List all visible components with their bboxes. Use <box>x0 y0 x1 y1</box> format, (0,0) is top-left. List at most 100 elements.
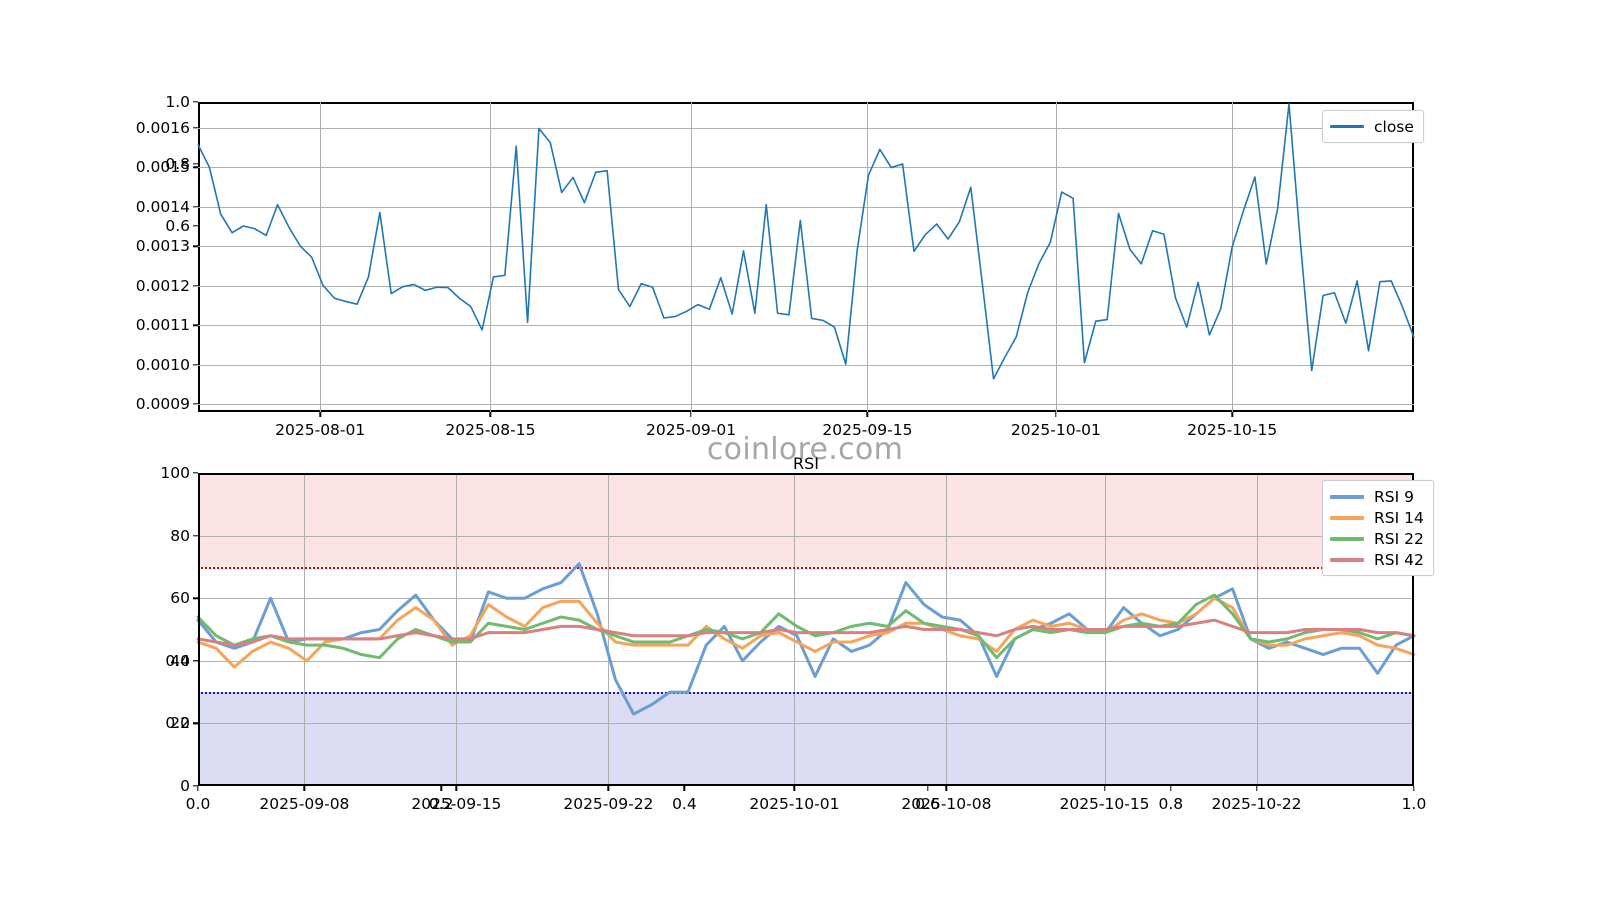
gridline <box>198 723 1414 725</box>
price-x-tick-label: 2025-10-01 <box>1010 421 1101 439</box>
tick-mark <box>193 722 198 725</box>
tick-mark <box>440 786 442 791</box>
price-axis-top <box>198 102 1414 104</box>
price-legend[interactable]: close <box>1322 110 1424 143</box>
tick-mark <box>193 225 198 227</box>
rsi-x-tick-label: 2025-10-22 <box>1211 795 1302 813</box>
legend-item[interactable]: RSI 9 <box>1330 486 1424 507</box>
tick-mark <box>1170 786 1172 791</box>
gridline <box>198 127 1414 129</box>
gridline <box>608 473 610 786</box>
rsi-x-tick-label: 2025-10-15 <box>1059 795 1150 813</box>
price-y-tick-label: 0.0013 <box>135 237 190 256</box>
rsi-secondary-x-tick-label: 0.0 <box>185 795 211 813</box>
tick-mark <box>489 412 492 417</box>
tick-mark <box>193 785 198 787</box>
price-y-tick-label: 0.0010 <box>135 355 190 374</box>
gridline <box>1256 473 1258 786</box>
overbought-threshold-line <box>198 566 1414 569</box>
tick-mark <box>193 403 198 405</box>
gridline <box>320 102 322 412</box>
legend-color-swatch <box>1330 557 1364 562</box>
rsi-x-tick-label: 2025-10-08 <box>901 795 992 813</box>
gridline <box>304 473 306 786</box>
tick-mark <box>1413 786 1415 791</box>
gridline <box>198 404 1414 406</box>
tick-mark <box>193 597 198 599</box>
price-secondary-y-tick-label: 0.8 <box>165 155 190 173</box>
price-secondary-y-tick-label: 0.6 <box>165 217 190 235</box>
rsi-x-tick-label: 2025-10-01 <box>749 795 840 813</box>
price-x-tick-label: 2025-09-15 <box>822 421 913 439</box>
tick-mark <box>193 284 198 287</box>
overbought-zone <box>198 473 1414 567</box>
tick-mark <box>193 166 198 168</box>
tick-mark <box>193 534 198 537</box>
legend-item[interactable]: RSI 42 <box>1330 549 1424 570</box>
legend-label: close <box>1374 117 1414 136</box>
tick-mark <box>193 163 198 165</box>
legend-label: RSI 22 <box>1374 529 1424 548</box>
price-axis-left <box>198 102 200 412</box>
tick-mark <box>690 412 692 417</box>
rsi-legend[interactable]: RSI 9 RSI 14 RSI 22 RSI 42 <box>1322 480 1434 576</box>
gridline <box>1055 102 1057 412</box>
rsi-line-series <box>196 562 1416 716</box>
tick-mark <box>683 786 686 791</box>
legend-item[interactable]: RSI 14 <box>1330 507 1424 528</box>
rsi-y-tick-label: 40 <box>170 651 190 670</box>
oversold-zone <box>198 692 1414 786</box>
gridline <box>198 660 1414 662</box>
gridline <box>490 102 492 412</box>
gridline <box>198 167 1414 169</box>
rsi-secondary-x-tick-label: 0.6 <box>915 795 940 813</box>
price-y-tick-label: 0.0009 <box>135 395 190 414</box>
price-x-tick-label: 2025-09-01 <box>646 421 737 439</box>
legend-item[interactable]: RSI 22 <box>1330 528 1424 549</box>
tick-mark <box>193 660 198 662</box>
gridline <box>691 102 693 412</box>
tick-mark <box>193 324 198 326</box>
price-x-tick-label: 2025-08-01 <box>275 421 366 439</box>
tick-mark <box>455 786 458 791</box>
rsi-line-rsi-42 <box>196 618 1416 647</box>
rsi-y-tick-label: 20 <box>170 714 190 733</box>
price-close-line <box>197 103 1415 380</box>
tick-mark <box>866 412 869 417</box>
legend-label: RSI 14 <box>1374 508 1424 527</box>
tick-mark <box>193 101 198 103</box>
gridline <box>198 285 1414 287</box>
rsi-secondary-x-tick-label: 1.0 <box>1401 795 1427 813</box>
gridline <box>198 325 1414 327</box>
price-y-tick-label: 0.0012 <box>135 276 190 295</box>
tick-mark <box>319 412 321 417</box>
price-y-tick-label: 0.0016 <box>135 118 190 137</box>
legend-item[interactable]: close <box>1330 116 1414 137</box>
tick-mark <box>1103 786 1106 791</box>
rsi-x-tick-label: 2025-09-22 <box>563 795 654 813</box>
rsi-y-tick-label: 100 <box>160 464 190 482</box>
rsi-x-tick-label: 2025-09-08 <box>259 795 350 813</box>
price-axis-bottom <box>198 410 1414 412</box>
legend-color-swatch <box>1330 515 1364 520</box>
tick-mark <box>793 786 796 791</box>
watermark: coinlore.com <box>706 432 904 467</box>
rsi-y-tick-label: 0 <box>180 777 190 795</box>
legend-color-swatch <box>1330 536 1364 541</box>
rsi-secondary-x-tick-label: 0.4 <box>672 795 697 813</box>
tick-mark <box>1231 412 1233 417</box>
gridline <box>198 364 1414 366</box>
price-axis-right <box>1412 102 1414 412</box>
rsi-axis-right <box>1412 473 1414 786</box>
gridline <box>456 473 458 786</box>
gridline <box>198 246 1414 248</box>
gridline <box>198 206 1414 208</box>
rsi-x-tick-label: 2025-09-15 <box>411 795 502 813</box>
price-x-tick-label: 2025-10-15 <box>1187 421 1278 439</box>
tick-mark <box>193 363 198 366</box>
tick-mark <box>607 786 610 791</box>
rsi-line-rsi-14 <box>196 596 1416 669</box>
rsi-plot-area <box>196 473 1416 786</box>
tick-mark <box>1255 786 1258 791</box>
rsi-axis-top <box>198 473 1414 475</box>
